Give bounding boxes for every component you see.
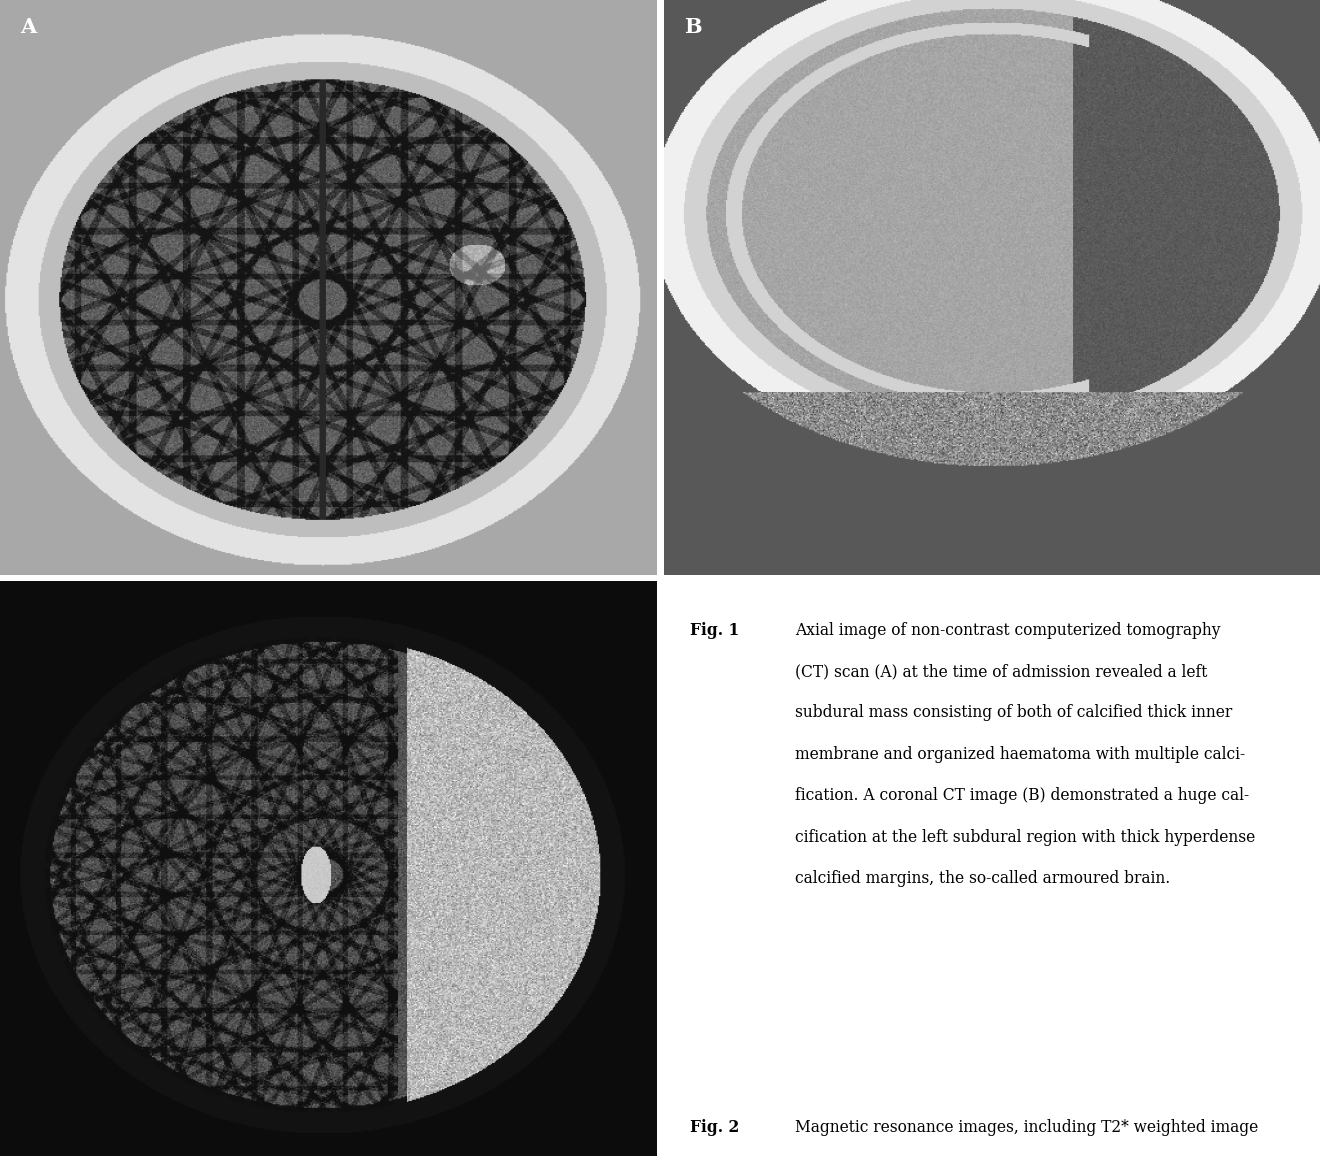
Text: subdural mass consisting of both of calcified thick inner: subdural mass consisting of both of calc…: [795, 704, 1233, 721]
Text: Magnetic resonance images, including T2* weighted image: Magnetic resonance images, including T2*…: [795, 1119, 1258, 1135]
Text: (CT) scan (A) at the time of admission revealed a left: (CT) scan (A) at the time of admission r…: [795, 664, 1208, 680]
Text: A: A: [20, 17, 36, 37]
Text: cification at the left subdural region with thick hyperdense: cification at the left subdural region w…: [795, 829, 1255, 845]
Text: Fig. 2: Fig. 2: [690, 1119, 739, 1135]
Text: Fig. 1: Fig. 1: [690, 622, 739, 638]
Text: calcified margins, the so-called armoured brain.: calcified margins, the so-called armoure…: [795, 869, 1171, 887]
Text: fication. A coronal CT image (B) demonstrated a huge cal-: fication. A coronal CT image (B) demonst…: [795, 787, 1249, 805]
Text: Axial image of non-contrast computerized tomography: Axial image of non-contrast computerized…: [795, 622, 1221, 638]
Text: membrane and organized haematoma with multiple calci-: membrane and organized haematoma with mu…: [795, 746, 1245, 763]
Text: B: B: [684, 17, 701, 37]
